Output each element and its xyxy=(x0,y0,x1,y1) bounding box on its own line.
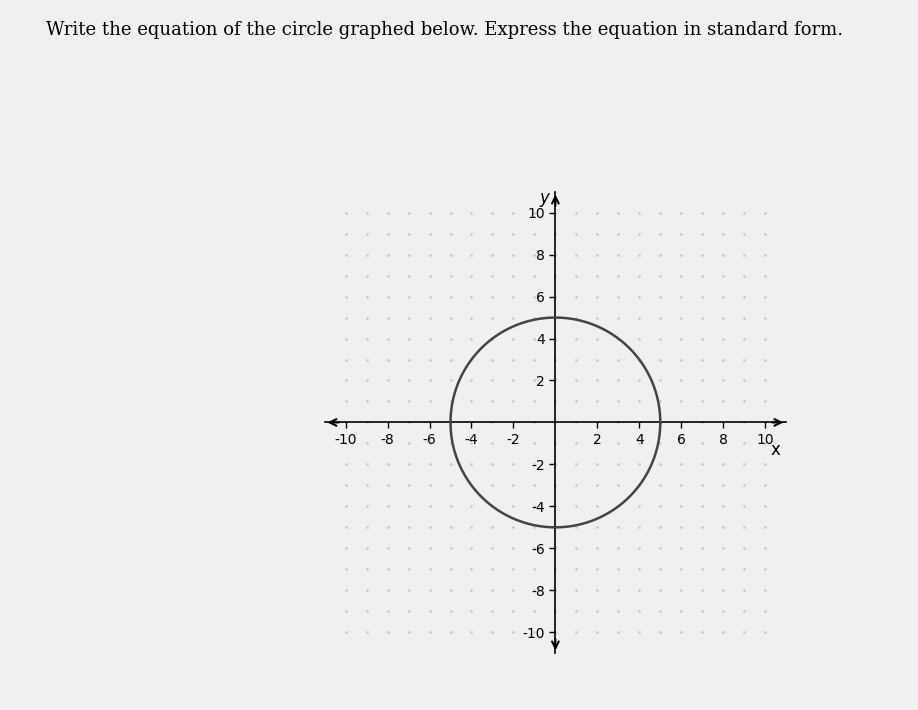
Text: Write the equation of the circle graphed below. Express the equation in standard: Write the equation of the circle graphed… xyxy=(46,21,843,39)
Text: y: y xyxy=(539,189,549,207)
Text: x: x xyxy=(771,442,780,459)
